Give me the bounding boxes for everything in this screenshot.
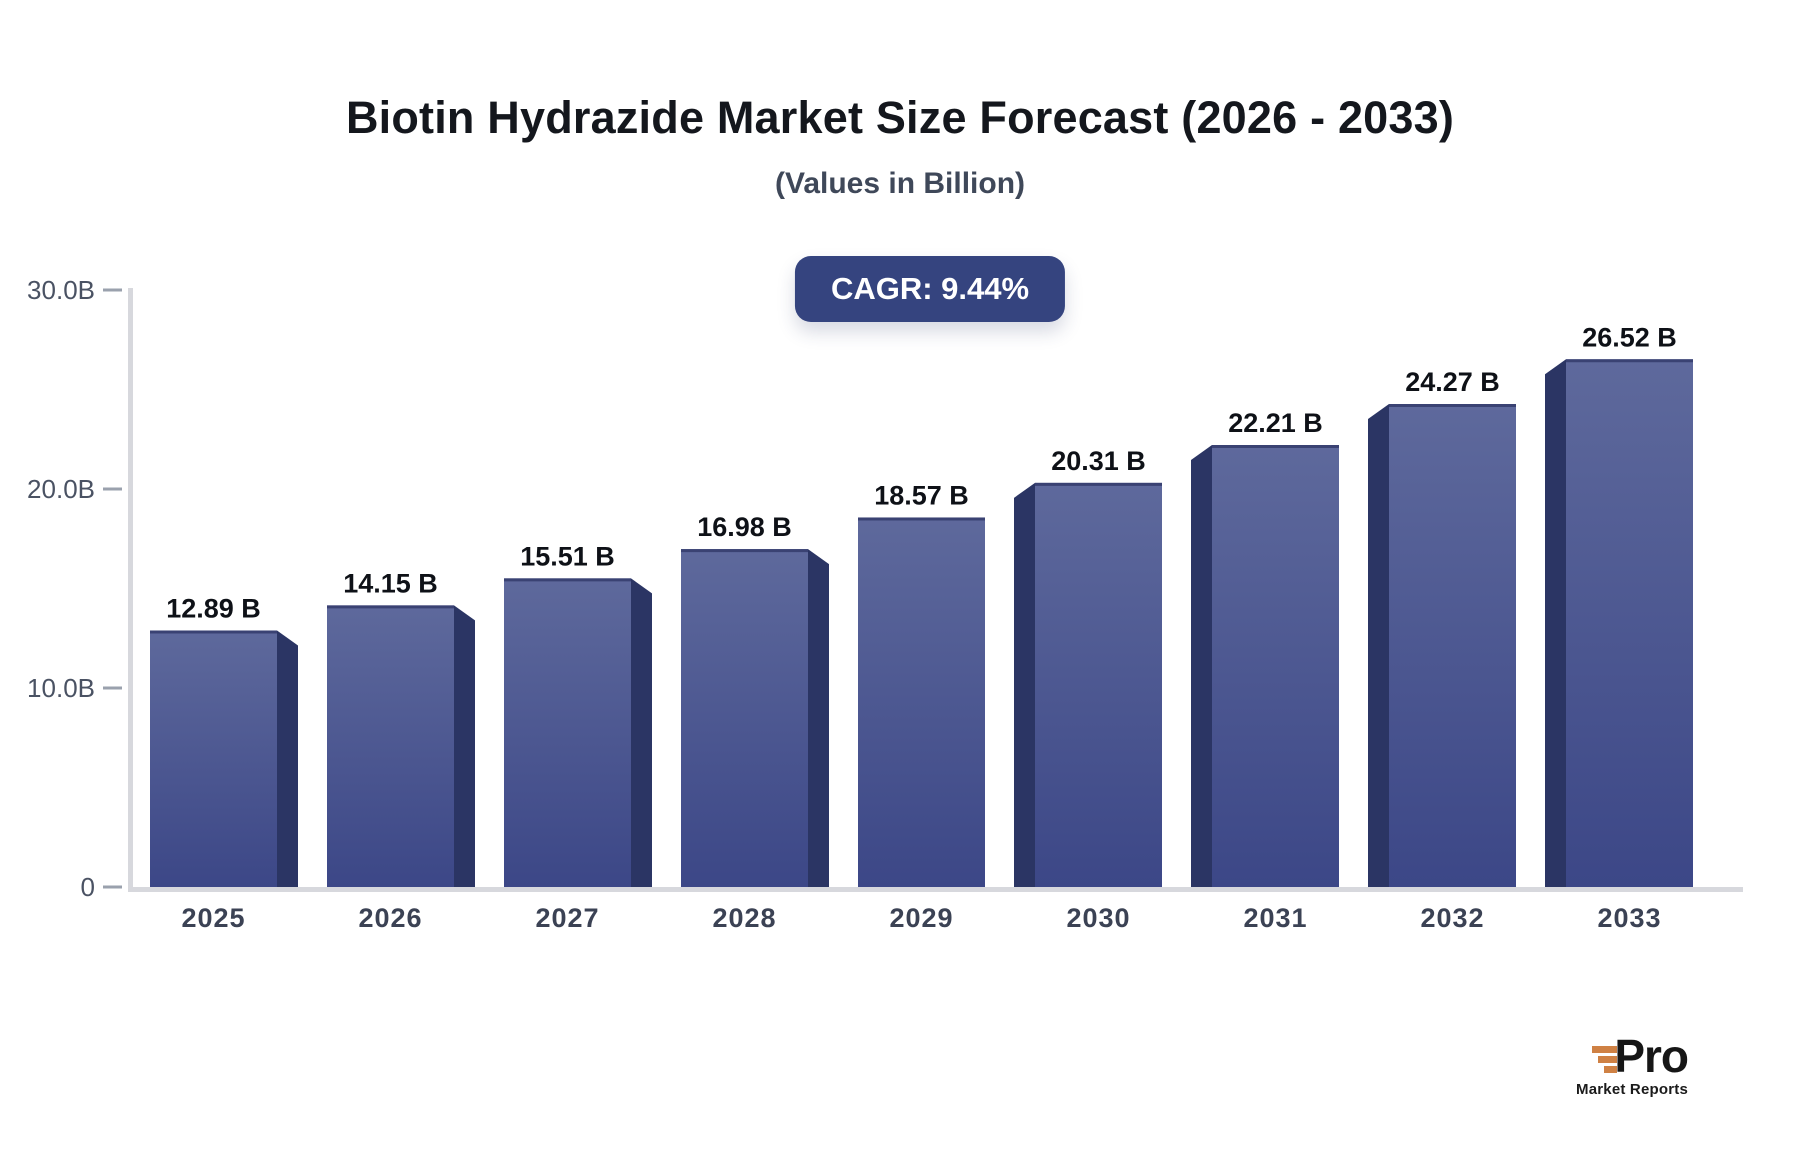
- logo-bar-icon: [1592, 1045, 1618, 1053]
- bar-side-face: [1191, 445, 1212, 887]
- bar-front-face: [504, 578, 631, 887]
- bar-group: 12.89 B 2025: [150, 593, 298, 933]
- x-category-label: 2027: [535, 903, 599, 933]
- bar-side-face: [1368, 404, 1389, 887]
- x-category-label: 2031: [1243, 903, 1307, 933]
- bar-side-face: [631, 578, 652, 887]
- x-axis-line: [128, 887, 1743, 892]
- bar-front-face: [1035, 482, 1162, 887]
- y-tick-label: 20.0B: [27, 474, 95, 504]
- bar-group: 22.21 B 2031: [1191, 408, 1339, 933]
- logo-bar-icon: [1598, 1055, 1618, 1063]
- bar-group: 16.98 B 2028: [681, 512, 829, 933]
- logo-bar-icon: [1604, 1065, 1618, 1073]
- logo-brand-text: Pro: [1614, 1030, 1689, 1082]
- y-tick-label: 10.0B: [27, 673, 95, 703]
- bar-value-label: 15.51 B: [520, 541, 615, 571]
- bar-side-face: [1545, 359, 1566, 887]
- x-category-label: 2025: [181, 903, 245, 933]
- bar-side-face: [1014, 482, 1035, 887]
- bar-group: 20.31 B 2030: [1014, 446, 1162, 933]
- chart-title: Biotin Hydrazide Market Size Forecast (2…: [345, 92, 1455, 143]
- bar-value-label: 18.57 B: [874, 480, 969, 510]
- bar-group: 26.52 B 2033: [1545, 322, 1693, 933]
- bar-front-face: [681, 549, 808, 887]
- x-category-label: 2032: [1420, 903, 1484, 933]
- x-category-label: 2026: [358, 903, 422, 933]
- chart-subtitle: (Values in Billion): [774, 167, 1026, 200]
- bar-front-face: [1566, 359, 1693, 887]
- bar-value-label: 22.21 B: [1228, 408, 1323, 438]
- bar-side-face: [808, 549, 829, 887]
- bar-value-label: 20.31 B: [1051, 446, 1146, 476]
- cagr-badge: CAGR: 9.44%: [794, 256, 1066, 322]
- x-category-label: 2030: [1066, 903, 1130, 933]
- x-category-label: 2029: [889, 903, 953, 933]
- logo-bars-icon: [1592, 1045, 1618, 1073]
- bar-side-face: [277, 630, 298, 887]
- x-category-label: 2028: [712, 903, 776, 933]
- bar-value-label: 24.27 B: [1405, 367, 1500, 397]
- bar-value-label: 14.15 B: [343, 568, 438, 598]
- bar-front-face: [327, 605, 454, 887]
- logo-top-row: Pro: [1528, 1030, 1689, 1082]
- brand-logo: Pro Market Reports: [1528, 1030, 1689, 1098]
- x-category-label: 2033: [1597, 903, 1661, 933]
- bar-value-label: 16.98 B: [697, 512, 792, 542]
- bar-front-face: [150, 630, 277, 887]
- logo-tagline: Market Reports: [1576, 1081, 1688, 1098]
- bar-group: 24.27 B 2032: [1368, 367, 1516, 933]
- bar-front-face: [1212, 445, 1339, 887]
- bar-front-face: [858, 517, 985, 887]
- bar-value-label: 12.89 B: [166, 593, 261, 623]
- bar-side-face: [454, 605, 475, 887]
- y-axis-line: [128, 288, 133, 892]
- bar-front-face: [1389, 404, 1516, 887]
- bar-group: 18.57 B 2029: [858, 480, 985, 933]
- bar-group: 14.15 B 2026: [327, 568, 475, 933]
- y-tick-label: 0: [81, 872, 95, 902]
- bar-group: 15.51 B 2027: [504, 541, 652, 933]
- y-tick-label: 30.0B: [27, 275, 95, 305]
- bar-value-label: 26.52 B: [1582, 322, 1677, 352]
